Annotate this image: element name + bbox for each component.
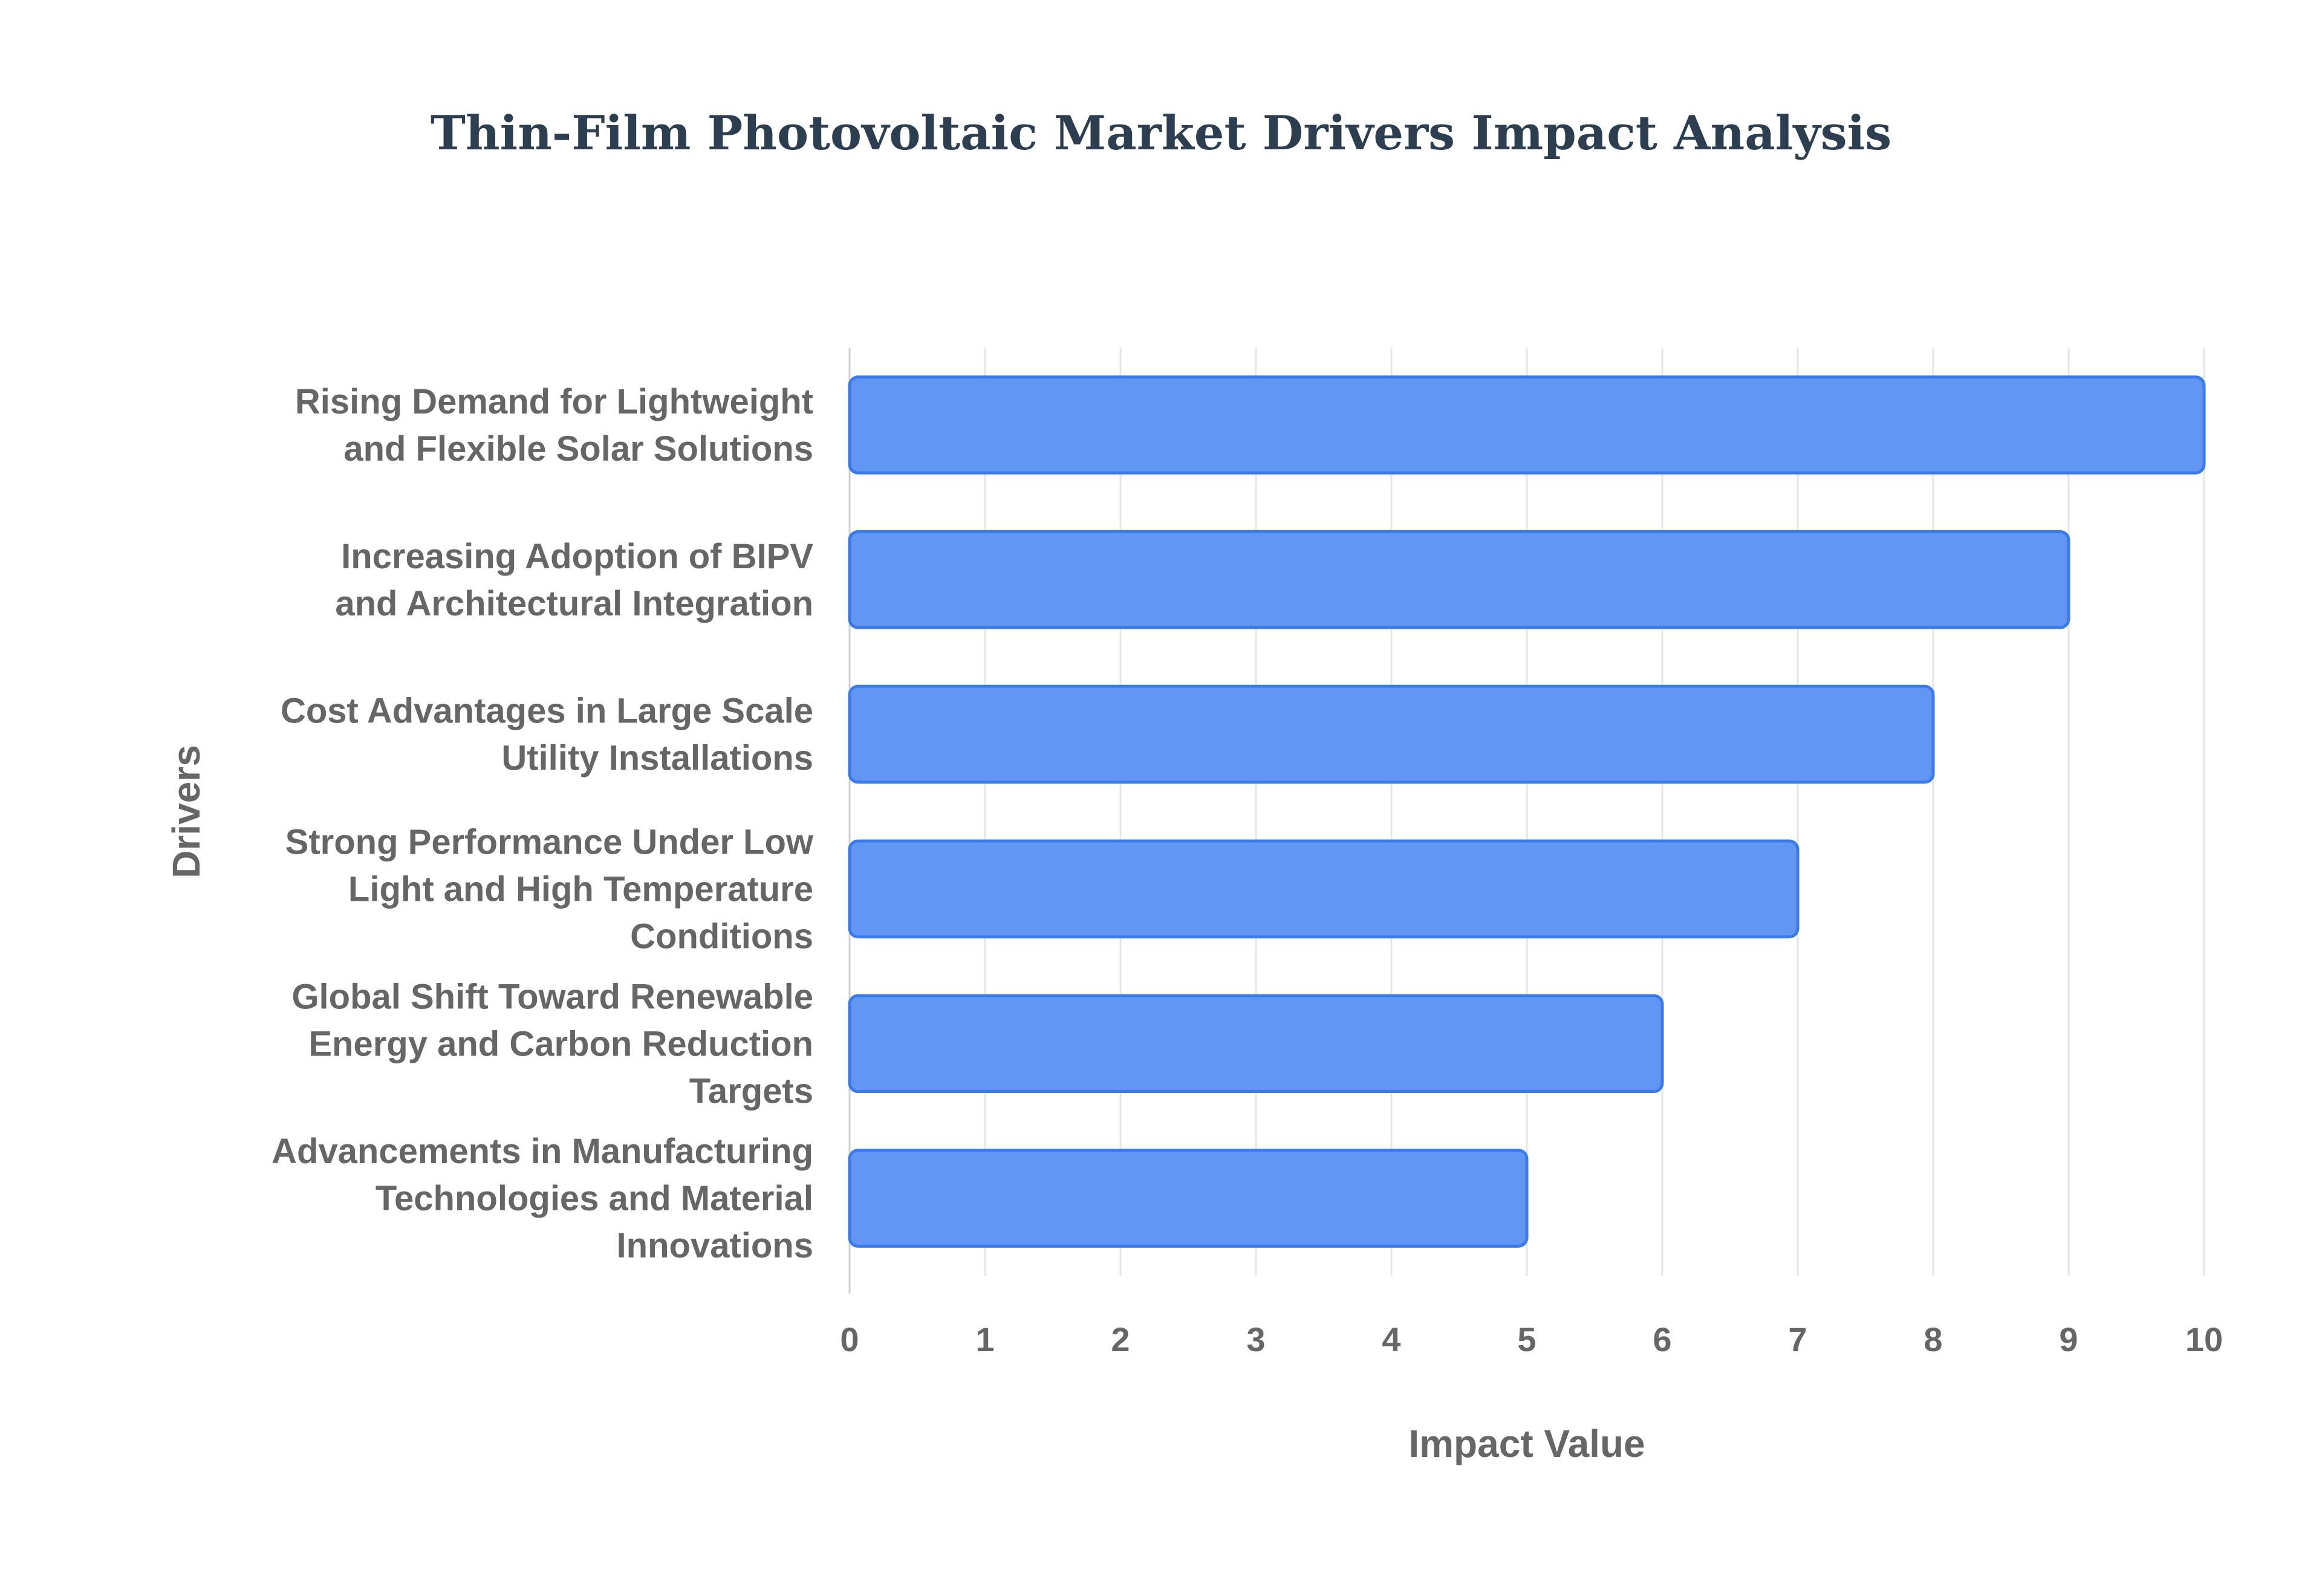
bar-6[interactable] (848, 1149, 1529, 1248)
category-label-line: Technologies and Material (376, 1179, 813, 1218)
category-label-1: Rising Demand for Lightweight and Flexibl… (295, 382, 813, 469)
x-tick-label-4: 4 (1382, 1320, 1400, 1358)
bar-1[interactable] (848, 375, 2206, 475)
category-label-line: and Flexible Solar Solutions (343, 429, 813, 469)
category-label-6: Advancements in Manufacturing Technologie… (272, 1132, 813, 1265)
x-tick-label-1: 1 (975, 1320, 994, 1358)
grid-layer (848, 348, 2205, 1294)
x-tick-labels: 0 1 2 3 4 5 6 7 8 9 10 (840, 1320, 2223, 1358)
x-tick-label-9: 9 (2059, 1320, 2078, 1358)
y-category-labels: Rising Demand for Lightweight and Flexibl… (272, 382, 814, 1265)
x-tick-label-10: 10 (2185, 1320, 2223, 1358)
x-tick-label-2: 2 (1111, 1320, 1130, 1358)
category-label-line: Utility Installations (501, 739, 813, 778)
x-tick-label-7: 7 (1788, 1320, 1807, 1358)
category-label-line: Advancements in Manufacturing (272, 1132, 813, 1171)
x-tick-label-6: 6 (1653, 1320, 1671, 1358)
bar-5[interactable] (848, 994, 1664, 1094)
category-label-line: Global Shift Toward Renewable (291, 977, 813, 1016)
category-label-line: Light and High Temperature (348, 869, 813, 909)
x-tick-label-5: 5 (1517, 1320, 1536, 1358)
bar-4[interactable] (848, 839, 1800, 939)
category-label-3: Cost Advantages in Large Scale Utility In… (281, 692, 813, 778)
x-tick-label-8: 8 (1924, 1320, 1942, 1358)
category-label-2: Increasing Adoption of BIPV and Architect… (335, 537, 813, 623)
category-label-line: Targets (689, 1071, 813, 1111)
bar-layer (848, 375, 2206, 1248)
category-label-4: Strong Performance Under Low Light and Hi… (285, 822, 814, 956)
x-axis-title: Impact Value (1408, 1422, 1645, 1465)
chart-title: Thin-Film Photovoltaic Market Drivers Im… (430, 106, 1892, 161)
category-label-line: Increasing Adoption of BIPV (341, 537, 813, 576)
bar-2[interactable] (848, 530, 2070, 629)
y-axis-title: Drivers (164, 745, 208, 878)
category-label-5: Global Shift Toward Renewable Energy and … (291, 977, 813, 1111)
category-label-line: Strong Performance Under Low (285, 822, 814, 861)
category-label-line: Cost Advantages in Large Scale (281, 692, 813, 731)
category-label-line: Energy and Carbon Reduction (308, 1024, 813, 1063)
category-label-line: Conditions (630, 916, 813, 956)
x-tick-label-3: 3 (1246, 1320, 1265, 1358)
x-tick-label-0: 0 (840, 1320, 859, 1358)
bar-3[interactable] (848, 684, 1935, 784)
category-label-line: Innovations (617, 1226, 813, 1265)
category-label-line: and Architectural Integration (335, 584, 813, 623)
category-label-line: Rising Demand for Lightweight (295, 382, 813, 421)
